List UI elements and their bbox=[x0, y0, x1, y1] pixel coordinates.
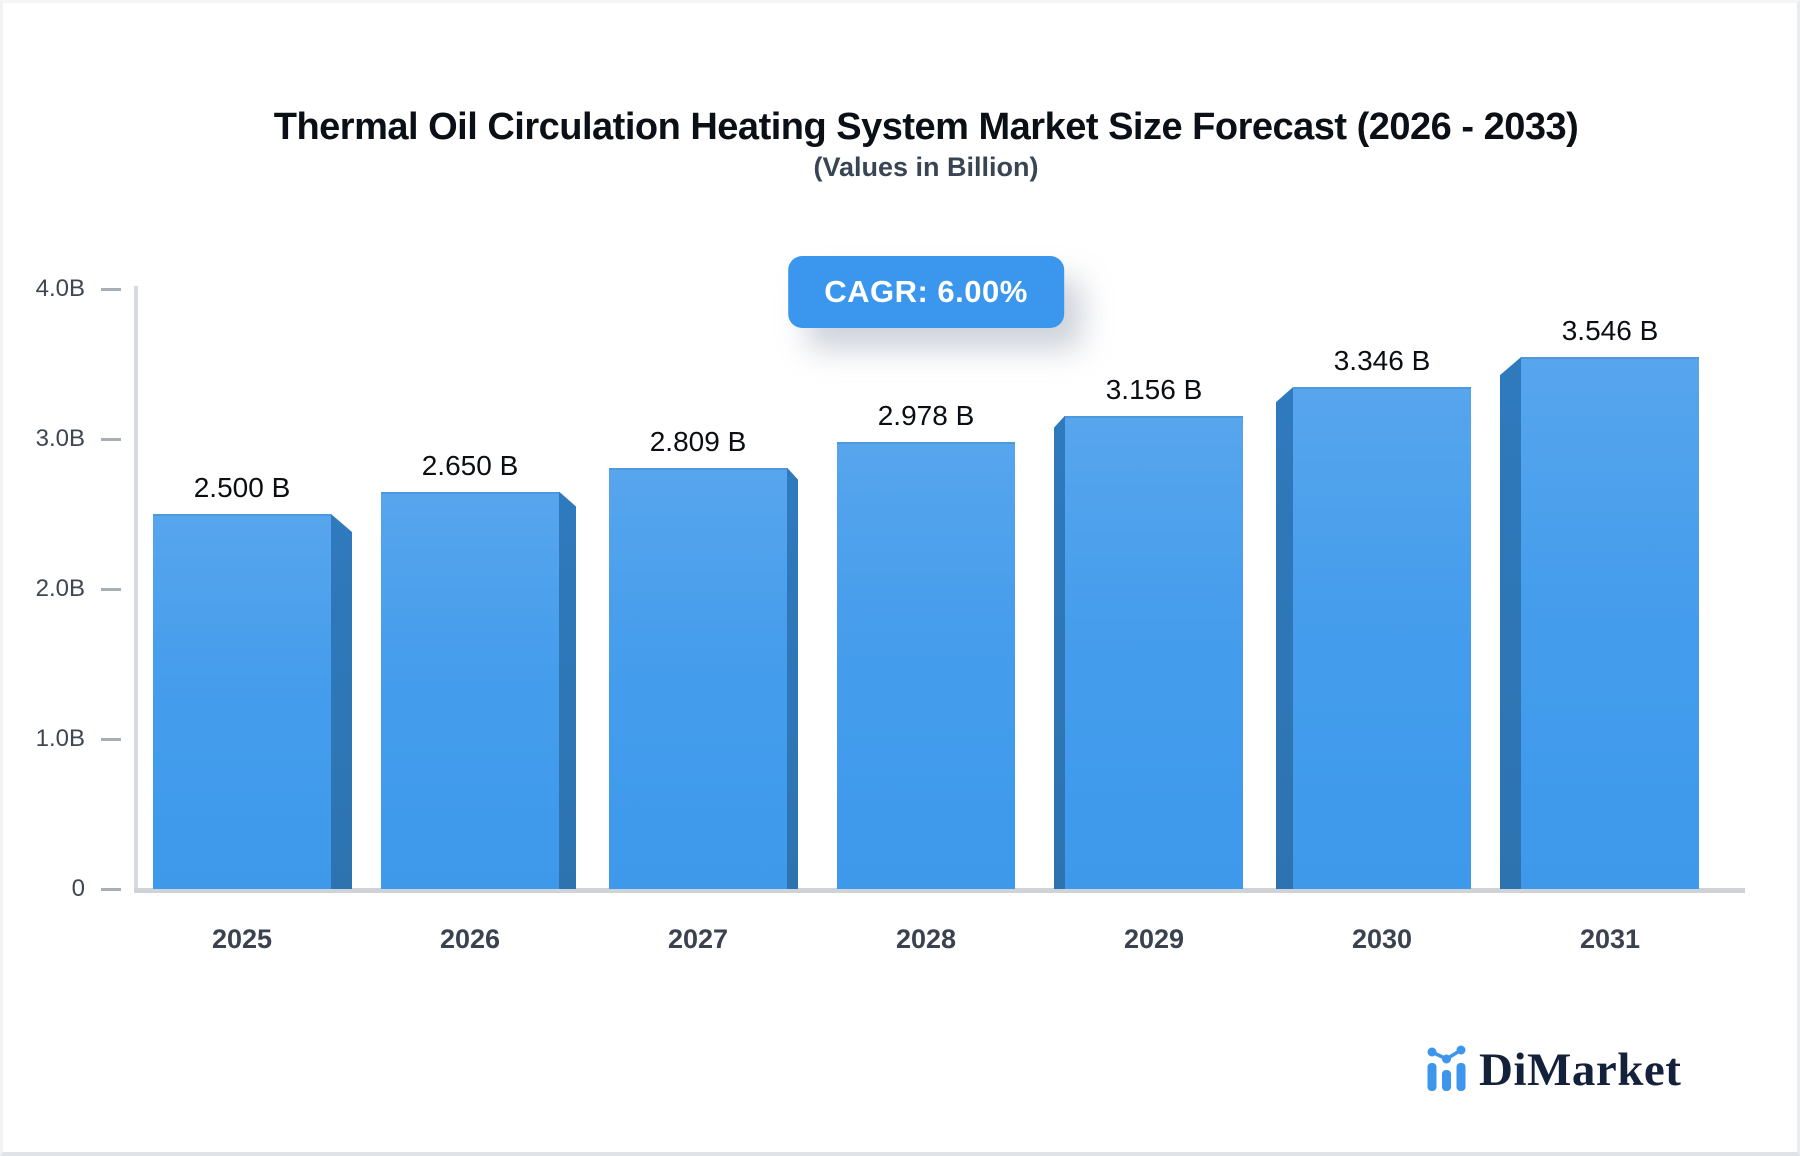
bar-value-label: 2.978 B bbox=[877, 400, 975, 432]
x-axis-line bbox=[134, 888, 1745, 893]
bar-2028 bbox=[837, 442, 1015, 889]
cagr-badge: CAGR: 6.00% bbox=[788, 256, 1064, 328]
bar-face bbox=[381, 491, 559, 889]
bar-chart-logo-icon bbox=[1427, 1045, 1466, 1091]
bar-3d-side bbox=[1500, 357, 1521, 889]
bar-value-label: 2.500 B bbox=[193, 472, 291, 503]
bar-2029 bbox=[1054, 415, 1243, 889]
brand-logo: DiMarket bbox=[1427, 1044, 1682, 1096]
x-tick-label: 2029 bbox=[1123, 924, 1185, 954]
bar-2026 bbox=[381, 491, 576, 889]
y-tick-dash bbox=[101, 587, 121, 591]
bar-face bbox=[153, 514, 331, 889]
brand-name: DiMarket bbox=[1479, 1044, 1682, 1096]
bar-value-label: 2.809 B bbox=[649, 425, 747, 457]
bar-value-label: 3.546 B bbox=[1561, 315, 1659, 347]
bar-3d-side bbox=[787, 467, 798, 889]
bar-face bbox=[1521, 357, 1699, 889]
chart-title: Thermal Oil Circulation Heating System M… bbox=[273, 106, 1579, 148]
bar-2030 bbox=[1276, 387, 1471, 889]
x-tick-label: 2031 bbox=[1579, 924, 1641, 954]
x-tick-label: 2027 bbox=[667, 924, 729, 954]
bar-3d-side bbox=[559, 491, 576, 889]
y-tick-label: 3.0B bbox=[35, 425, 85, 452]
bar-value-label: 3.156 B bbox=[1105, 373, 1203, 405]
bar-face bbox=[1065, 415, 1243, 889]
bar-face bbox=[1293, 387, 1471, 889]
bar-value-label: 2.650 B bbox=[421, 449, 519, 481]
plot-area: 4.0B 3.0B 2.0B 1.0B 0 2.500 B 2025 2.650 B 2026 2… bbox=[3, 3, 1797, 1152]
bar-3d-side bbox=[1054, 415, 1065, 889]
y-tick-label: 2.0B bbox=[35, 575, 85, 602]
y-tick-dash bbox=[101, 737, 121, 741]
x-tick-label: 2025 bbox=[211, 924, 273, 954]
y-tick-label: 1.0B bbox=[35, 725, 85, 752]
bar-face bbox=[837, 442, 1015, 889]
y-tick-dash bbox=[101, 437, 121, 441]
bar-face bbox=[609, 467, 787, 889]
chart-subtitle: (Values in Billion) bbox=[813, 152, 1039, 182]
bar-2025 bbox=[153, 514, 352, 889]
x-tick-label: 2030 bbox=[1351, 924, 1413, 954]
bar-value-label: 3.346 B bbox=[1333, 345, 1431, 377]
y-tick-label: 0 bbox=[71, 875, 85, 902]
y-tick-dash bbox=[101, 887, 121, 891]
y-axis-line bbox=[134, 286, 138, 892]
bar-2031 bbox=[1500, 357, 1699, 889]
x-tick-label: 2028 bbox=[895, 924, 957, 954]
bar-3d-side bbox=[331, 514, 352, 889]
bar-2027 bbox=[609, 467, 798, 889]
y-tick-label: 4.0B bbox=[35, 275, 85, 302]
y-tick-dash bbox=[101, 287, 121, 291]
x-tick-label: 2026 bbox=[439, 924, 501, 954]
bar-3d-side bbox=[1276, 387, 1293, 889]
